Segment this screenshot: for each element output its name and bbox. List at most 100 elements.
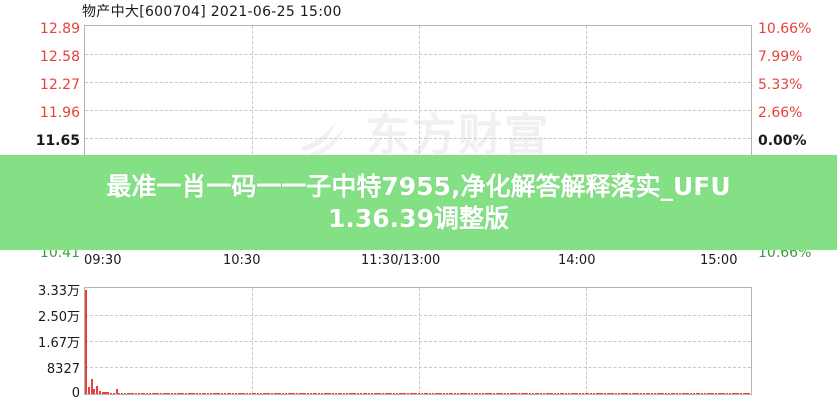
volume-bar bbox=[168, 393, 171, 394]
volume-bar bbox=[512, 393, 515, 394]
volume-bar bbox=[137, 393, 140, 394]
volume-bar bbox=[384, 393, 387, 394]
volume-bar bbox=[248, 393, 251, 394]
volume-bar bbox=[345, 393, 349, 394]
volume-bar bbox=[237, 393, 240, 394]
volume-bar bbox=[454, 393, 457, 394]
volume-bar bbox=[415, 393, 418, 394]
volume-bar bbox=[220, 393, 224, 394]
volume-bar bbox=[334, 393, 337, 394]
volume-bar bbox=[282, 393, 285, 394]
volume-bar bbox=[492, 393, 496, 394]
volume-bar bbox=[390, 393, 393, 394]
volume-gridline-vertical bbox=[586, 288, 587, 394]
volume-bar bbox=[695, 393, 698, 394]
volume-tick: 8327 bbox=[46, 362, 80, 377]
volume-bar bbox=[132, 393, 135, 394]
volume-bar bbox=[309, 393, 312, 394]
volume-tick: 3.33万 bbox=[38, 284, 80, 299]
volume-bar bbox=[259, 393, 262, 394]
volume-bar bbox=[434, 393, 437, 394]
volume-bar bbox=[562, 393, 565, 394]
volume-bar bbox=[312, 393, 315, 394]
volume-bar bbox=[603, 393, 607, 394]
volume-bar bbox=[418, 393, 421, 394]
volume-bar bbox=[368, 393, 371, 394]
volume-gridline-vertical bbox=[419, 288, 420, 394]
volume-bar bbox=[337, 393, 340, 394]
volume-bar bbox=[90, 379, 93, 394]
volume-bar bbox=[606, 393, 609, 394]
volume-bar bbox=[109, 392, 113, 394]
volume-bar bbox=[387, 393, 390, 394]
volume-bar bbox=[509, 393, 512, 394]
volume-bar bbox=[542, 393, 546, 394]
time-tick: 11:30/13:00 bbox=[361, 253, 441, 268]
volume-bar bbox=[714, 393, 718, 394]
volume-bar bbox=[176, 393, 179, 394]
volume-bar bbox=[134, 393, 138, 394]
volume-bar bbox=[212, 393, 215, 394]
volume-bar bbox=[190, 393, 193, 394]
volume-bar bbox=[395, 393, 398, 394]
volume-bar bbox=[456, 393, 460, 394]
volume-bar bbox=[445, 393, 448, 394]
volume-bar bbox=[354, 393, 357, 394]
volume-bar bbox=[634, 393, 637, 394]
volume-bar bbox=[726, 393, 729, 394]
volume-bar bbox=[656, 393, 659, 394]
volume-bar bbox=[173, 393, 176, 394]
volume-gridline bbox=[85, 341, 751, 342]
volume-bar bbox=[104, 392, 107, 394]
volume-bar bbox=[429, 393, 432, 394]
volume-bar bbox=[121, 393, 124, 394]
volume-bar bbox=[107, 392, 110, 394]
volume-bar bbox=[87, 387, 90, 394]
volume-bar bbox=[545, 393, 548, 394]
volume-bar bbox=[659, 393, 662, 394]
volume-bar bbox=[245, 393, 249, 394]
price-tick: 12.27 bbox=[39, 77, 80, 93]
volume-bar bbox=[440, 393, 443, 394]
time-tick: 14:00 bbox=[558, 253, 596, 268]
volume-bar bbox=[193, 393, 196, 394]
volume-bar bbox=[620, 393, 623, 394]
volume-bar bbox=[218, 393, 221, 394]
volume-bar bbox=[276, 393, 279, 394]
volume-bar bbox=[487, 393, 490, 394]
volume-bar bbox=[426, 393, 429, 394]
volume-bar bbox=[448, 393, 451, 394]
volume-tick: 1.67万 bbox=[38, 336, 80, 351]
volume-bar bbox=[667, 393, 670, 394]
volume-bar bbox=[653, 393, 657, 394]
volume-bar bbox=[637, 393, 640, 394]
percent-tick: 7.99% bbox=[758, 49, 803, 65]
volume-bar bbox=[520, 393, 523, 394]
volume-bar bbox=[706, 393, 709, 394]
volume-bar bbox=[728, 393, 731, 394]
volume-bar bbox=[598, 393, 601, 394]
volume-bar bbox=[504, 393, 507, 394]
volume-bar bbox=[118, 393, 121, 394]
volume-bar bbox=[140, 393, 143, 394]
price-tick: 12.58 bbox=[39, 49, 80, 65]
volume-bar bbox=[459, 393, 462, 394]
volume-bar bbox=[234, 393, 238, 394]
volume-axis: 3.33万 2.50万 1.67万 8327 0 bbox=[0, 284, 80, 400]
volume-bar bbox=[470, 393, 473, 394]
volume-bar bbox=[240, 393, 243, 394]
volume-bar bbox=[595, 393, 598, 394]
volume-bar bbox=[381, 393, 385, 394]
volume-bar bbox=[201, 393, 204, 394]
overlay-line-2: 1.36.39调整版 bbox=[328, 203, 509, 233]
volume-bar bbox=[709, 393, 712, 394]
volume-bar bbox=[681, 393, 684, 394]
volume-bar bbox=[268, 393, 271, 394]
volume-bar bbox=[96, 386, 99, 394]
overlay-banner: 最准一肖一码一一子中特7955,净化解答解释落实_UFU 1.36.39调整版 bbox=[0, 155, 837, 250]
volume-bar bbox=[617, 393, 620, 394]
volume-chart-panel[interactable] bbox=[84, 287, 752, 395]
volume-bar bbox=[229, 393, 232, 394]
volume-bar bbox=[404, 393, 407, 394]
